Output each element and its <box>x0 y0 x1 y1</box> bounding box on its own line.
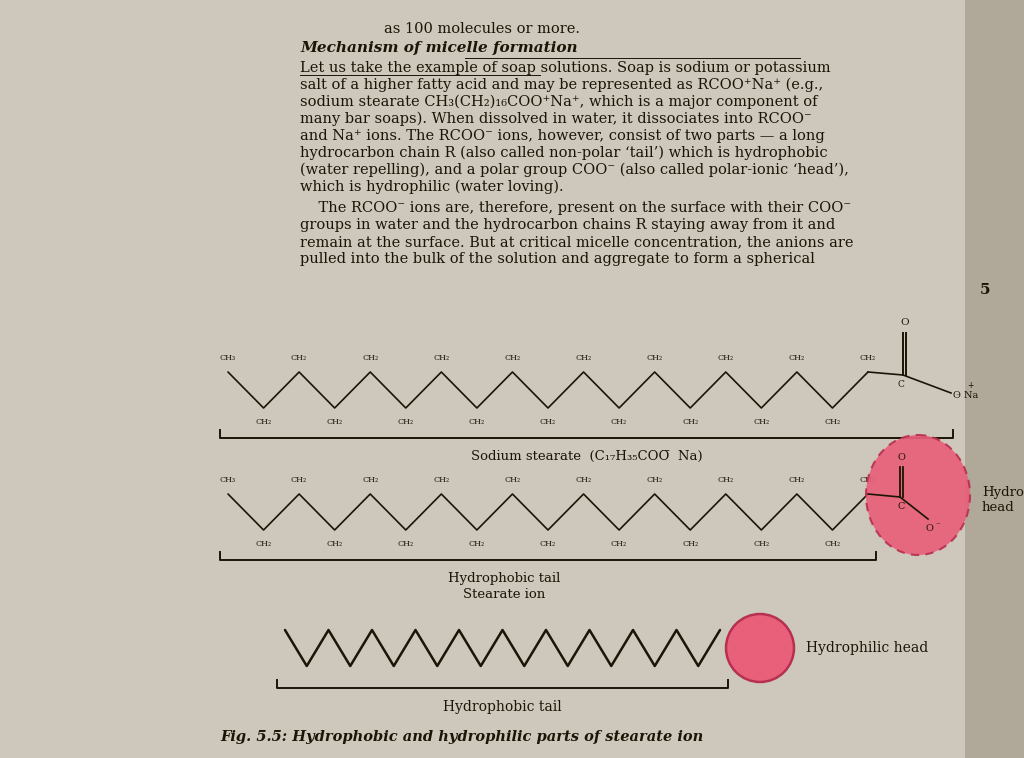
Text: CH₂: CH₂ <box>504 354 520 362</box>
Text: Fig. 5.5: Hydrophobic and hydrophilic parts of stearate ion: Fig. 5.5: Hydrophobic and hydrophilic pa… <box>220 730 703 744</box>
Text: CH₂: CH₂ <box>469 540 485 548</box>
Text: 5: 5 <box>980 283 990 297</box>
Text: (water repelling), and a polar group COO⁻ (also called polar-ionic ‘head’),: (water repelling), and a polar group COO… <box>300 163 849 177</box>
Text: CH₂: CH₂ <box>469 418 485 426</box>
Text: CH₂: CH₂ <box>788 476 805 484</box>
Text: CH₃: CH₃ <box>220 354 237 362</box>
Text: CH₂: CH₂ <box>860 354 877 362</box>
Text: CH₂: CH₂ <box>291 476 307 484</box>
Text: +: + <box>967 381 974 390</box>
Text: C: C <box>897 502 904 511</box>
Circle shape <box>726 614 794 682</box>
Text: CH₂: CH₂ <box>255 540 271 548</box>
Text: ⁻: ⁻ <box>936 521 940 530</box>
Text: CH₂: CH₂ <box>611 418 628 426</box>
Text: O: O <box>900 318 909 327</box>
Text: remain at the surface. But at critical micelle concentration, the anions are: remain at the surface. But at critical m… <box>300 235 853 249</box>
Text: CH₂: CH₂ <box>611 540 628 548</box>
Text: CH₂: CH₂ <box>327 418 343 426</box>
Text: CH₂: CH₂ <box>575 476 592 484</box>
Text: as 100 molecules or more.: as 100 molecules or more. <box>384 22 580 36</box>
Text: CH₂: CH₂ <box>362 354 378 362</box>
Text: O: O <box>898 453 905 462</box>
Text: CH₂: CH₂ <box>646 354 663 362</box>
Text: Sodium stearate  (C₁₇H₃₅COO̅  Na): Sodium stearate (C₁₇H₃₅COO̅ Na) <box>471 450 702 463</box>
Bar <box>965 0 1024 758</box>
Text: groups in water and the hydrocarbon chains R staying away from it and: groups in water and the hydrocarbon chai… <box>300 218 836 232</box>
Text: CH₂: CH₂ <box>682 540 698 548</box>
Text: CH₂: CH₂ <box>824 540 841 548</box>
Text: The RCOO⁻ ions are, therefore, present on the surface with their COO⁻: The RCOO⁻ ions are, therefore, present o… <box>300 201 851 215</box>
Text: Hydrophilic
head: Hydrophilic head <box>982 486 1024 514</box>
Text: CH₂: CH₂ <box>433 354 450 362</box>
Text: CH₂: CH₂ <box>504 476 520 484</box>
Text: CH₂: CH₂ <box>718 476 734 484</box>
Text: Hydrophilic head: Hydrophilic head <box>806 641 928 655</box>
Text: CH₂: CH₂ <box>327 540 343 548</box>
Text: O Na: O Na <box>953 390 978 399</box>
Text: CH₂: CH₂ <box>397 418 414 426</box>
Ellipse shape <box>866 435 970 555</box>
Text: O: O <box>925 524 933 533</box>
Text: Stearate ion: Stearate ion <box>463 588 545 601</box>
Text: CH₂: CH₂ <box>788 354 805 362</box>
Text: CH₂: CH₂ <box>433 476 450 484</box>
Text: CH₂: CH₂ <box>824 418 841 426</box>
Text: CH₂: CH₂ <box>646 476 663 484</box>
Text: CH₂: CH₂ <box>540 540 556 548</box>
Text: CH₂: CH₂ <box>397 540 414 548</box>
Text: CH₂: CH₂ <box>255 418 271 426</box>
Text: Hydrophobic tail: Hydrophobic tail <box>447 572 560 585</box>
Text: CH₂: CH₂ <box>754 418 769 426</box>
Text: CH₂: CH₂ <box>682 418 698 426</box>
Text: Let us take the example of soap solutions. Soap is sodium or potassium: Let us take the example of soap solution… <box>300 61 830 75</box>
Text: hydrocarbon chain R (also called non-polar ‘tail’) which is hydrophobic: hydrocarbon chain R (also called non-pol… <box>300 146 827 161</box>
Text: salt of a higher fatty acid and may be represented as RCOO⁺Na⁺ (e.g.,: salt of a higher fatty acid and may be r… <box>300 78 823 92</box>
Text: CH₂: CH₂ <box>291 354 307 362</box>
Text: CH₃: CH₃ <box>220 476 237 484</box>
Text: CH₂: CH₂ <box>860 476 877 484</box>
Text: C: C <box>898 380 904 389</box>
Text: and Na⁺ ions. The RCOO⁻ ions, however, consist of two parts — a long: and Na⁺ ions. The RCOO⁻ ions, however, c… <box>300 129 824 143</box>
Text: pulled into the bulk of the solution and aggregate to form a spherical: pulled into the bulk of the solution and… <box>300 252 815 266</box>
Text: many bar soaps). When dissolved in water, it dissociates into RCOO⁻: many bar soaps). When dissolved in water… <box>300 112 812 127</box>
Text: Mechanism of micelle formation: Mechanism of micelle formation <box>300 41 578 55</box>
Text: CH₂: CH₂ <box>718 354 734 362</box>
Text: sodium stearate CH₃(CH₂)₁₆COO⁺Na⁺, which is a major component of: sodium stearate CH₃(CH₂)₁₆COO⁺Na⁺, which… <box>300 95 817 109</box>
Text: which is hydrophilic (water loving).: which is hydrophilic (water loving). <box>300 180 563 194</box>
Text: CH₂: CH₂ <box>362 476 378 484</box>
Text: CH₂: CH₂ <box>754 540 769 548</box>
Text: Hydrophobic tail: Hydrophobic tail <box>443 700 562 714</box>
Text: ⁻: ⁻ <box>955 391 959 400</box>
Text: CH₂: CH₂ <box>575 354 592 362</box>
Text: CH₂: CH₂ <box>540 418 556 426</box>
